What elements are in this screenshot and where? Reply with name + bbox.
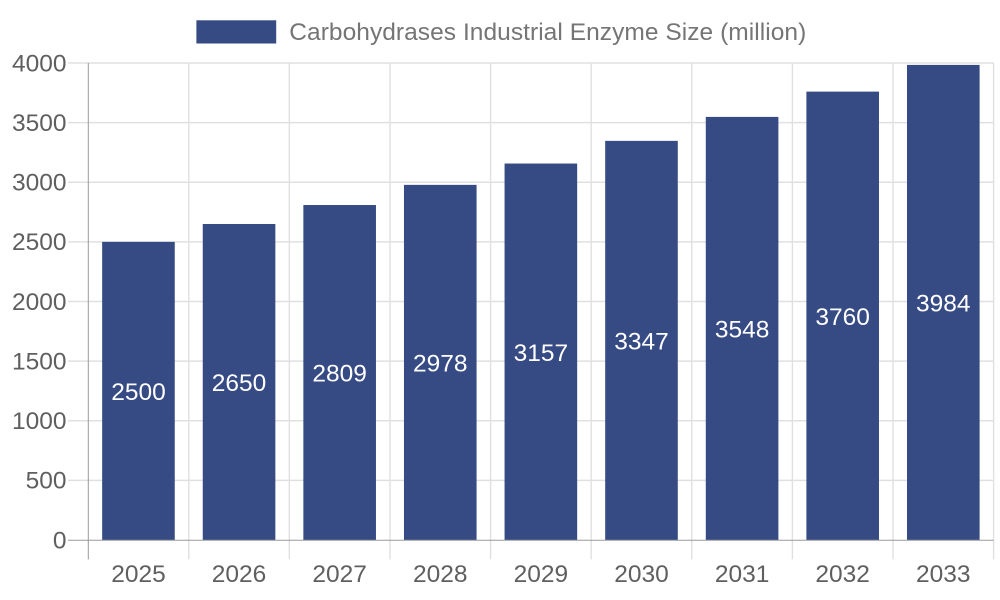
svg-text:1000: 1000	[12, 408, 67, 435]
svg-text:2032: 2032	[815, 561, 870, 588]
svg-text:2000: 2000	[12, 289, 67, 316]
svg-text:2026: 2026	[212, 561, 267, 588]
svg-text:3548: 3548	[715, 316, 770, 343]
svg-text:2809: 2809	[312, 361, 367, 388]
svg-text:2650: 2650	[212, 370, 267, 397]
svg-text:2028: 2028	[413, 561, 468, 588]
svg-text:3500: 3500	[12, 110, 67, 137]
svg-text:0: 0	[53, 527, 67, 554]
svg-text:1500: 1500	[12, 348, 67, 375]
svg-text:2030: 2030	[614, 561, 669, 588]
svg-text:2033: 2033	[916, 561, 971, 588]
svg-text:4000: 4000	[12, 50, 67, 77]
svg-text:3157: 3157	[514, 340, 569, 367]
svg-text:500: 500	[26, 468, 67, 495]
svg-text:3000: 3000	[12, 170, 67, 197]
svg-text:2029: 2029	[514, 561, 569, 588]
svg-text:2031: 2031	[715, 561, 770, 588]
svg-text:3984: 3984	[916, 290, 971, 317]
svg-text:3760: 3760	[815, 304, 870, 331]
svg-text:2500: 2500	[12, 229, 67, 256]
svg-text:2025: 2025	[111, 561, 166, 588]
svg-text:2027: 2027	[312, 561, 367, 588]
svg-text:Carbohydrases Industrial Enzym: Carbohydrases Industrial Enzyme Size (mi…	[289, 19, 806, 46]
svg-text:2500: 2500	[111, 379, 166, 406]
svg-text:2978: 2978	[413, 350, 468, 377]
svg-text:3347: 3347	[614, 328, 669, 355]
